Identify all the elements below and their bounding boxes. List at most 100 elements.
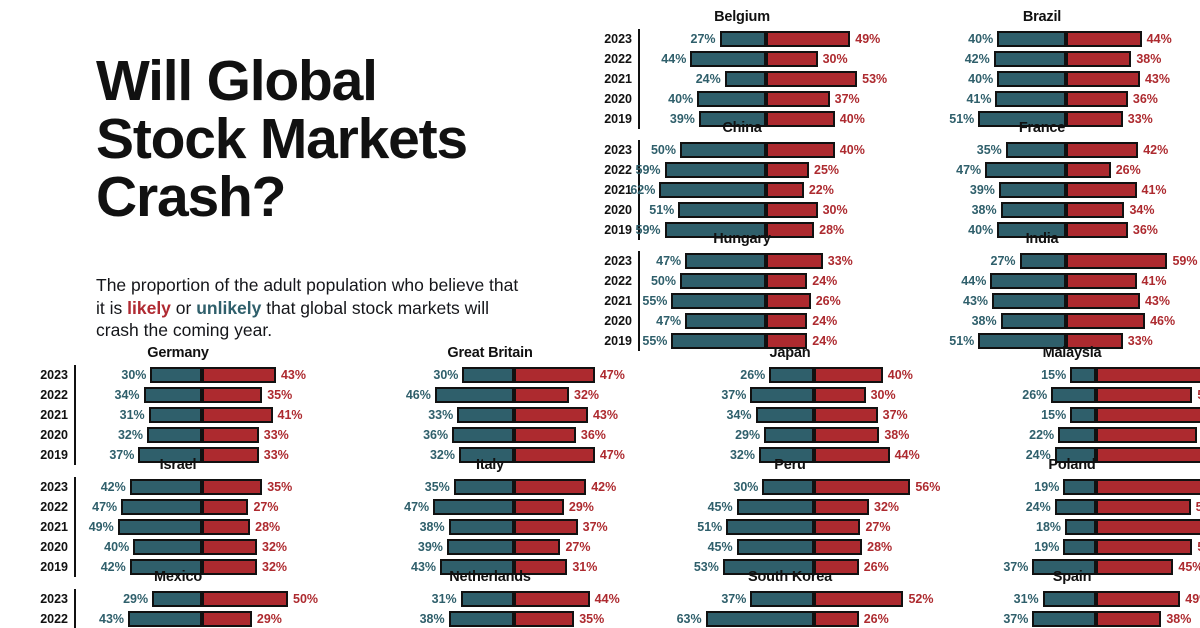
- value-label-likely: 46%: [1150, 314, 1176, 328]
- value-label-unlikely: 19%: [1034, 540, 1060, 554]
- bar-likely: [514, 499, 564, 515]
- value-label-likely: 53%: [862, 72, 888, 86]
- row-year-label: 2020: [40, 428, 68, 442]
- bar-likely: [766, 293, 811, 309]
- bar-likely: [514, 427, 576, 443]
- value-label-unlikely: 40%: [668, 92, 694, 106]
- value-label-likely: 56%: [1197, 537, 1200, 557]
- bar-area: 30% 47%: [388, 365, 640, 385]
- bar-area: 35% 42%: [388, 477, 640, 497]
- bar-area: 41% 36%: [940, 89, 1192, 109]
- panel-title: Malaysia: [1042, 345, 1102, 361]
- value-label-unlikely: 31%: [1013, 592, 1039, 606]
- bar-area: 29% 38%: [688, 425, 940, 445]
- value-label-likely: 40%: [839, 143, 865, 157]
- bar-area: 32% 44%: [688, 445, 940, 465]
- row-year-label: 2022: [604, 274, 632, 288]
- bar-likely: [1066, 91, 1128, 107]
- value-label-likely: 50%: [293, 592, 319, 606]
- panel-title: China: [722, 120, 762, 136]
- row-year-label: 2019: [604, 112, 632, 126]
- year-axis-rule: [638, 49, 640, 69]
- value-label-unlikely: 40%: [968, 32, 994, 46]
- value-label-unlikely: 42%: [100, 560, 126, 574]
- row-year-label: 2022: [40, 388, 68, 402]
- bar-likely: [1066, 142, 1139, 158]
- chart-row: 202340%44%: [892, 29, 1192, 49]
- bar-unlikely: [764, 427, 814, 443]
- page-subtitle: The proportion of the adult population w…: [96, 274, 526, 341]
- value-label-unlikely: 47%: [92, 500, 118, 514]
- chart-row: 2020 47% 24%: [592, 311, 892, 331]
- value-label-unlikely: 59%: [635, 223, 661, 237]
- chart-row: 202263%26%: [640, 609, 940, 628]
- bar-area: 26% 56%: [970, 385, 1200, 405]
- bar-area: 62% 22%: [630, 180, 892, 200]
- value-label-unlikely: 34%: [114, 388, 140, 402]
- value-label-unlikely: 30%: [121, 368, 147, 382]
- value-label-likely: 27%: [253, 500, 279, 514]
- country-panel-great-britain: Great Britain202330%47%202246%32%202133%…: [340, 344, 640, 465]
- row-year-label: 2022: [604, 52, 632, 66]
- value-label-likely: 33%: [263, 448, 289, 462]
- value-label-unlikely: 30%: [433, 368, 459, 382]
- bar-likely: [1096, 611, 1162, 627]
- panel-title: France: [1018, 120, 1066, 136]
- bar-unlikely: [1032, 611, 1096, 627]
- bar-unlikely: [998, 182, 1066, 198]
- bar-area: 37% 45%: [970, 557, 1200, 577]
- row-year-label: 2020: [604, 203, 632, 217]
- panel-title: Italy: [475, 457, 504, 473]
- value-label-unlikely: 51%: [949, 334, 975, 348]
- chart-row: 2021 55% 26%: [592, 291, 892, 311]
- bar-likely: [766, 31, 851, 47]
- bar-unlikely: [152, 591, 202, 607]
- bar-area: 50% 24%: [640, 271, 892, 291]
- bar-area: 39% 41%: [940, 180, 1192, 200]
- value-label-unlikely: 35%: [976, 143, 1002, 157]
- bar-area: 24% 55%: [970, 497, 1200, 517]
- bar-likely: [1066, 71, 1140, 87]
- value-label-likely: 26%: [815, 294, 841, 308]
- bar-unlikely: [1063, 539, 1096, 555]
- chart-row: 2020 40% 32%: [28, 537, 328, 557]
- bar-unlikely: [117, 519, 202, 535]
- year-axis-rule: [74, 365, 76, 385]
- year-axis-rule: [638, 271, 640, 291]
- value-label-likely: 24%: [812, 334, 838, 348]
- panel-rows: 202319%66%202224%55%202118%68%202019%56%…: [922, 477, 1200, 577]
- bar-unlikely: [769, 367, 814, 383]
- chart-row: 202237%38%: [922, 609, 1200, 628]
- chart-row: 201932%44%: [640, 445, 940, 465]
- value-label-unlikely: 63%: [676, 612, 702, 626]
- panel-title: Belgium: [714, 9, 770, 25]
- bar-unlikely: [1058, 427, 1096, 443]
- bar-likely: [766, 71, 858, 87]
- bar-unlikely: [997, 71, 1066, 87]
- bar-area: 34% 35%: [76, 385, 328, 405]
- value-label-likely: 33%: [827, 254, 853, 268]
- value-label-likely: 33%: [1127, 112, 1153, 126]
- value-label-unlikely: 34%: [726, 408, 752, 422]
- bar-unlikely: [992, 293, 1066, 309]
- chart-row: 202022%59%: [922, 425, 1200, 445]
- panel-rows: 202327%59%202244%41%202143%43%202038%46%…: [892, 251, 1198, 351]
- panel-title: Israel: [159, 457, 197, 473]
- bar-likely: [514, 539, 561, 555]
- bar-likely: [202, 611, 252, 627]
- bar-unlikely: [460, 591, 514, 607]
- bar-area: 49% 28%: [76, 517, 328, 537]
- bar-unlikely: [995, 91, 1066, 107]
- bar-likely: [514, 407, 588, 423]
- value-label-unlikely: 37%: [1003, 612, 1029, 626]
- bar-area: 42% 38%: [940, 49, 1192, 69]
- bar-likely: [514, 479, 587, 495]
- year-axis-rule: [638, 29, 640, 49]
- chart-row: 2022 43% 29%: [28, 609, 328, 628]
- bar-area: 24%64%: [970, 445, 1200, 465]
- panel-title: Japan: [769, 345, 811, 361]
- value-label-likely: 34%: [1129, 203, 1155, 217]
- panel-rows: 202331%49%202237%38%: [922, 589, 1200, 628]
